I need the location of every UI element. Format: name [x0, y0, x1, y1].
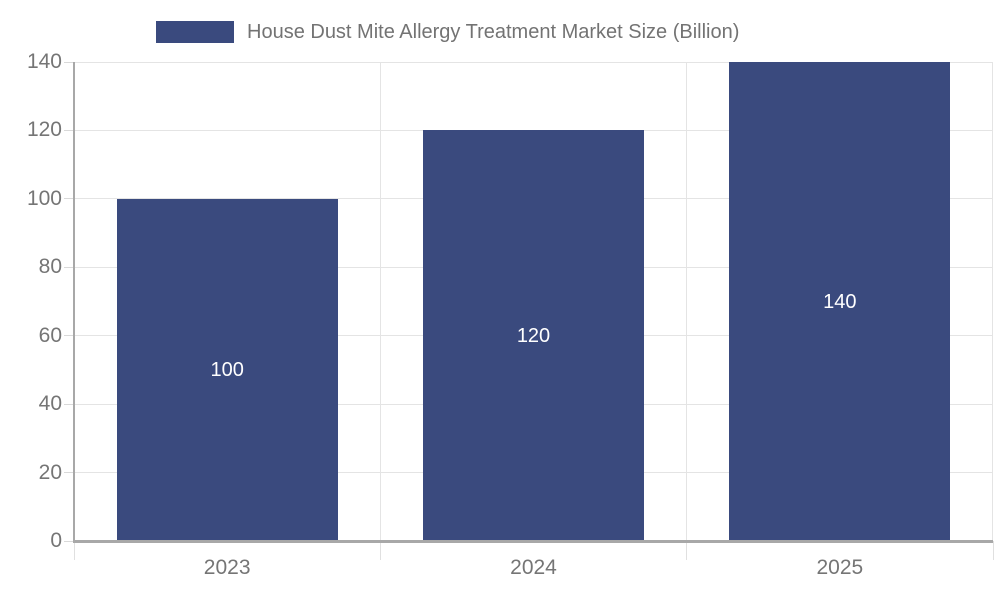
x-axis-tick: [73, 541, 75, 560]
legend-item[interactable]: House Dust Mite Allergy Treatment Market…: [156, 19, 739, 45]
y-axis-tick: [64, 129, 74, 131]
bar-value-label: 100: [210, 358, 244, 381]
y-axis-tick: [64, 403, 74, 405]
y-axis-tick-label: 60: [38, 323, 62, 347]
plot-right-border: [992, 62, 993, 541]
y-axis-tick-label: 80: [38, 255, 62, 279]
y-axis-tick-label: 140: [26, 50, 62, 73]
x-axis-category-label: 2024: [510, 556, 557, 579]
bar-2024[interactable]: [423, 130, 644, 541]
bar-2025[interactable]: [729, 62, 951, 541]
bar-value-label: 140: [823, 290, 857, 313]
x-axis-tick: [686, 541, 688, 560]
y-axis-tick-label: 120: [26, 118, 62, 142]
y-axis-tick: [64, 61, 74, 63]
y-axis-tick-label: 0: [50, 529, 62, 552]
legend-label: House Dust Mite Allergy Treatment Market…: [247, 20, 740, 43]
bar-value-label: 120: [516, 324, 551, 347]
y-axis-tick: [64, 335, 74, 337]
legend-swatch: [156, 21, 234, 43]
y-gridline: [74, 61, 993, 63]
x-axis-tick: [379, 541, 381, 560]
x-axis-line: [73, 540, 993, 543]
y-axis-tick: [64, 198, 74, 200]
y-axis-tick: [64, 540, 74, 542]
y-axis-tick-label: 20: [38, 460, 62, 484]
y-axis-tick: [64, 472, 74, 474]
x-axis-category-label: 2025: [816, 556, 864, 579]
y-axis-tick-label: 40: [38, 392, 62, 416]
x-axis-tick: [992, 541, 994, 560]
y-axis-tick: [64, 266, 74, 268]
y-axis-tick-label: 100: [26, 186, 62, 210]
category-boundary-gridline: [379, 62, 381, 541]
y-axis-line: [73, 62, 75, 541]
x-axis-category-label: 2023: [203, 556, 251, 579]
category-boundary-gridline: [686, 62, 688, 541]
bar-2023[interactable]: [116, 198, 338, 541]
